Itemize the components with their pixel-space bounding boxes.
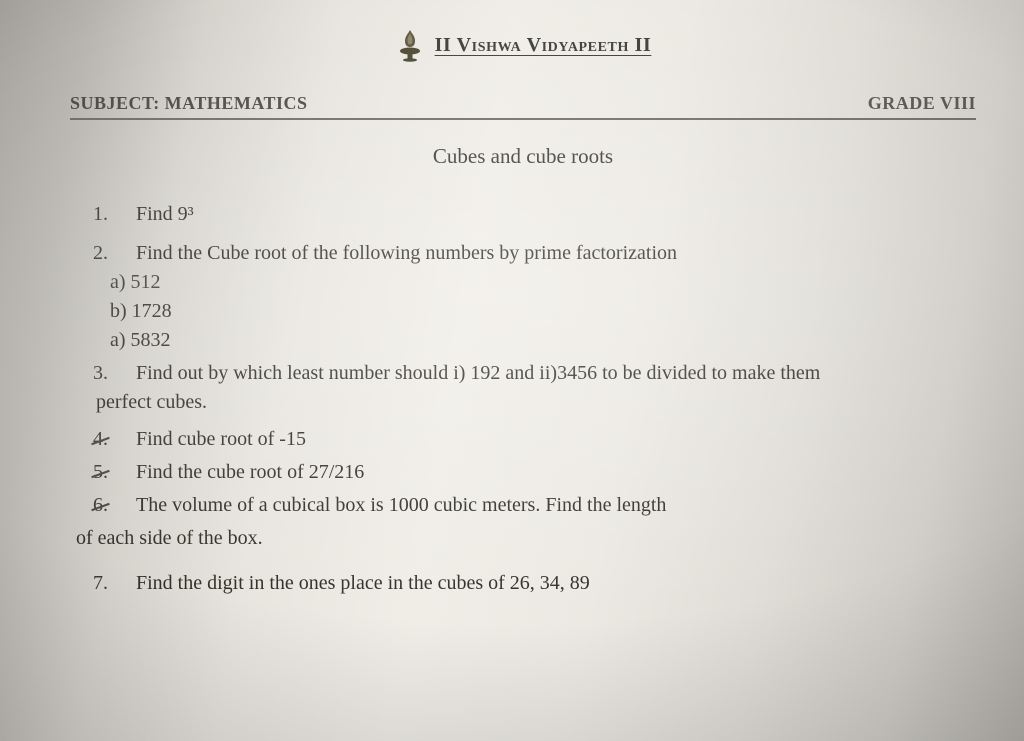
school-name: II Vishwa Vidyapeeth II [435,34,652,57]
question-6: 6. The volume of a cubical box is 1000 c… [70,490,976,521]
flame-lamp-icon [395,28,425,62]
question-list: 1. Find 9³ 2. Find the Cube root of the … [70,199,976,599]
logo-title-row: II Vishwa Vidyapeeth II [395,28,652,62]
question-7: 7. Find the digit in the ones place in t… [70,568,976,599]
topic-title: Cubes and cube roots [70,144,976,169]
q2-option-b: b) 1728 [110,300,976,323]
q-text: Find the Cube root of the following numb… [136,238,677,269]
q2-option-a: a) 512 [110,271,976,294]
q-number: 7. [70,568,108,599]
subhead-row: SUBJECT: MATHEMATICS GRADE VIII [70,93,976,120]
q3-continuation: perfect cubes. [96,391,976,414]
q-number: 2. [70,238,108,269]
q2-option-c: a) 5832 [110,329,976,352]
q-number: 4. [70,424,108,455]
q-text: Find the digit in the ones place in the … [136,568,590,599]
question-1: 1. Find 9³ [70,199,976,230]
q-number: 6. [70,490,108,521]
subject-label: SUBJECT: MATHEMATICS [70,93,308,114]
question-4: 4. Find cube root of -15 [70,424,976,455]
struck-number: 5. [93,457,108,488]
question-5: 5. Find the cube root of 27/216 [70,457,976,488]
q-text: Find the cube root of 27/216 [136,457,364,488]
header: II Vishwa Vidyapeeth II [70,28,976,67]
q6-continuation: of each side of the box. [76,527,976,550]
question-3: 3. Find out by which least number should… [70,358,976,389]
question-2: 2. Find the Cube root of the following n… [70,238,976,269]
q-number: 1. [70,199,108,230]
q-text: The volume of a cubical box is 1000 cubi… [136,490,666,521]
struck-number: 6. [93,490,108,521]
q-text: Find cube root of -15 [136,424,306,455]
grade-label: GRADE VIII [868,93,976,114]
q-number: 5. [70,457,108,488]
q-number: 3. [70,358,108,389]
worksheet-page: II Vishwa Vidyapeeth II SUBJECT: MATHEMA… [0,0,1024,741]
q-text: Find 9³ [136,199,194,230]
q-text: Find out by which least number should i)… [136,358,820,389]
struck-number: 4. [93,424,108,455]
